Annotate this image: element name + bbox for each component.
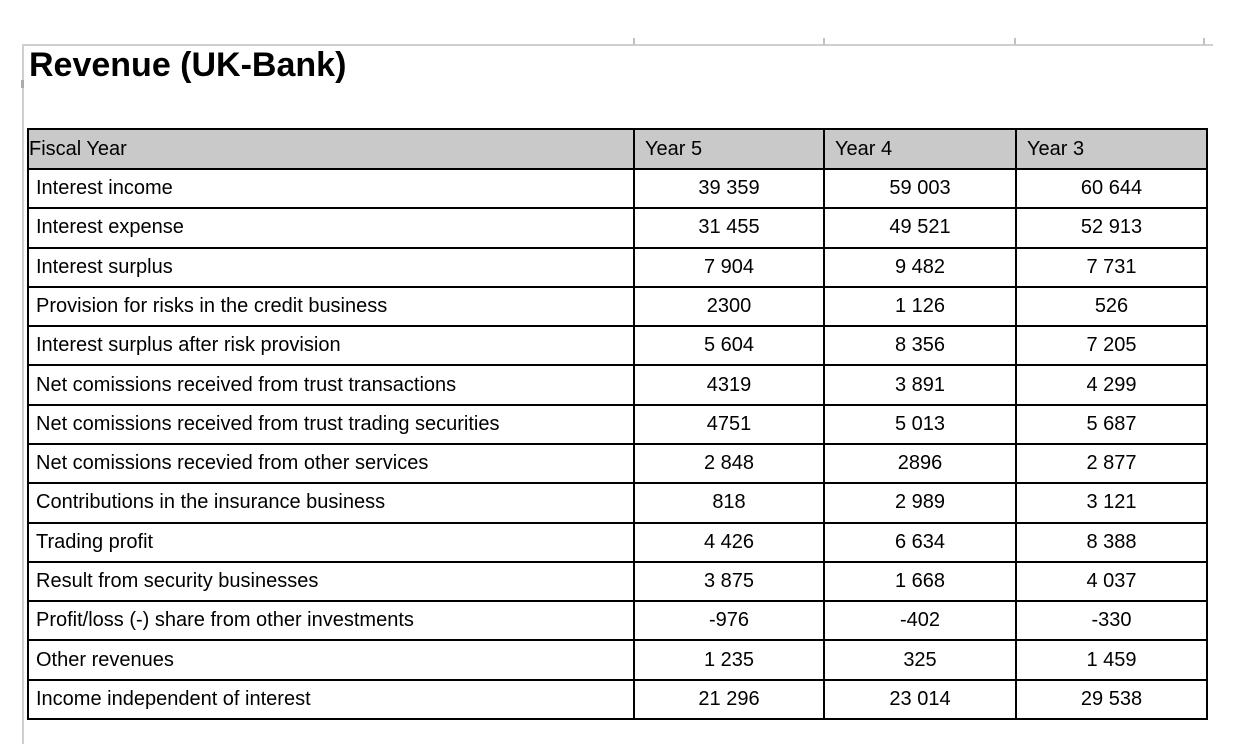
value-cell-year-5[interactable]: 4 426 (633, 521, 825, 563)
value-cell-year-4[interactable]: 59 003 (823, 167, 1017, 210)
row-label-cell[interactable]: Provision for risks in the credit busine… (27, 285, 635, 328)
table-row: Interest surplus after risk provision 5 … (27, 325, 1208, 367)
value-cell-year-3[interactable]: 3 121 (1015, 482, 1208, 524)
value-cell-year-4[interactable]: 9 482 (823, 246, 1017, 288)
value-cell-year-4[interactable]: 2896 (823, 442, 1017, 485)
row-label-cell[interactable]: Income independent of interest (27, 678, 635, 721)
value-cell-year-3[interactable]: 29 538 (1015, 678, 1208, 721)
revenue-table: Fiscal Year Year 5 Year 4 Year 3 Interes… (27, 128, 1208, 721)
value-cell-year-3[interactable]: 60 644 (1015, 167, 1208, 210)
value-cell-year-5[interactable]: 5 604 (633, 325, 825, 367)
value-cell-year-3[interactable]: 2 877 (1015, 442, 1208, 485)
table-row: Interest surplus 7 904 9 482 7 731 (27, 246, 1208, 288)
value-cell-year-3[interactable]: 5 687 (1015, 403, 1208, 445)
column-gridline-stub (633, 38, 635, 45)
value-cell-year-3[interactable]: 4 299 (1015, 364, 1208, 406)
value-cell-year-5[interactable]: 2 848 (633, 442, 825, 485)
table-row: Interest income 39 359 59 003 60 644 (27, 167, 1208, 210)
value-cell-year-3[interactable]: 52 913 (1015, 207, 1208, 249)
row-gridline-stub (21, 80, 24, 88)
row-label-cell[interactable]: Net comissions received from trust trans… (27, 364, 635, 406)
value-cell-year-5[interactable]: 39 359 (633, 167, 825, 210)
value-cell-year-4[interactable]: 3 891 (823, 364, 1017, 406)
value-cell-year-5[interactable]: 3 875 (633, 560, 825, 603)
row-label-cell[interactable]: Profit/loss (-) share from other investm… (27, 600, 635, 642)
value-cell-year-4[interactable]: 23 014 (823, 678, 1017, 721)
row-label-cell[interactable]: Interest income (27, 167, 635, 210)
table-row: Provision for risks in the credit busine… (27, 285, 1208, 328)
header-cell-year-4[interactable]: Year 4 (823, 128, 1017, 170)
row-label-cell[interactable]: Net comissions recevied from other servi… (27, 442, 635, 485)
value-cell-year-3[interactable]: 7 205 (1015, 325, 1208, 367)
value-cell-year-4[interactable]: 2 989 (823, 482, 1017, 524)
table-row: Net comissions recevied from other servi… (27, 442, 1208, 485)
value-cell-year-4[interactable]: -402 (823, 600, 1017, 642)
value-cell-year-5[interactable]: 31 455 (633, 207, 825, 249)
value-cell-year-5[interactable]: 2300 (633, 285, 825, 328)
table-body: Interest income 39 359 59 003 60 644 Int… (27, 167, 1208, 721)
value-cell-year-5[interactable]: 4319 (633, 364, 825, 406)
table-row: Profit/loss (-) share from other investm… (27, 600, 1208, 642)
value-cell-year-4[interactable]: 325 (823, 639, 1017, 681)
value-cell-year-5[interactable]: 818 (633, 482, 825, 524)
value-cell-year-4[interactable]: 6 634 (823, 521, 1017, 563)
header-cell-fiscal-year[interactable]: Fiscal Year (27, 128, 635, 170)
column-gridline-stub (823, 38, 825, 45)
header-cell-year-5[interactable]: Year 5 (633, 128, 825, 170)
value-cell-year-4[interactable]: 1 126 (823, 285, 1017, 328)
value-cell-year-5[interactable]: 4751 (633, 403, 825, 445)
value-cell-year-4[interactable]: 49 521 (823, 207, 1017, 249)
value-cell-year-3[interactable]: 8 388 (1015, 521, 1208, 563)
value-cell-year-4[interactable]: 8 356 (823, 325, 1017, 367)
row-label-cell[interactable]: Interest expense (27, 207, 635, 249)
header-cell-year-3[interactable]: Year 3 (1015, 128, 1208, 170)
value-cell-year-3[interactable]: -330 (1015, 600, 1208, 642)
row-label-cell[interactable]: Trading profit (27, 521, 635, 563)
value-cell-year-4[interactable]: 5 013 (823, 403, 1017, 445)
row-label-cell[interactable]: Net comissions received from trust tradi… (27, 403, 635, 445)
value-cell-year-5[interactable]: -976 (633, 600, 825, 642)
table-row: Other revenues 1 235 325 1 459 (27, 639, 1208, 681)
table-row: Contributions in the insurance business … (27, 482, 1208, 524)
table-row: Interest expense 31 455 49 521 52 913 (27, 207, 1208, 249)
value-cell-year-5[interactable]: 1 235 (633, 639, 825, 681)
row-label-cell[interactable]: Other revenues (27, 639, 635, 681)
row-label-cell[interactable]: Interest surplus after risk provision (27, 325, 635, 367)
value-cell-year-3[interactable]: 526 (1015, 285, 1208, 328)
value-cell-year-5[interactable]: 21 296 (633, 678, 825, 721)
column-gridline-stub (1014, 38, 1016, 45)
value-cell-year-3[interactable]: 1 459 (1015, 639, 1208, 681)
table-row: Net comissions received from trust tradi… (27, 403, 1208, 445)
column-gridline-stub (1203, 38, 1205, 45)
table-row: Income independent of interest 21 296 23… (27, 678, 1208, 721)
row-label-cell[interactable]: Result from security businesses (27, 560, 635, 603)
sheet-gridline-top (22, 44, 1213, 46)
sheet-gridline-left (22, 44, 24, 744)
sheet-title: Revenue (UK-Bank) (29, 46, 347, 84)
row-label-cell[interactable]: Interest surplus (27, 246, 635, 288)
table-row: Net comissions received from trust trans… (27, 364, 1208, 406)
value-cell-year-3[interactable]: 7 731 (1015, 246, 1208, 288)
table-row: Result from security businesses 3 875 1 … (27, 560, 1208, 603)
value-cell-year-4[interactable]: 1 668 (823, 560, 1017, 603)
row-label-cell[interactable]: Contributions in the insurance business (27, 482, 635, 524)
value-cell-year-5[interactable]: 7 904 (633, 246, 825, 288)
value-cell-year-3[interactable]: 4 037 (1015, 560, 1208, 603)
table-row: Trading profit 4 426 6 634 8 388 (27, 521, 1208, 563)
header-row: Fiscal Year Year 5 Year 4 Year 3 (27, 128, 1208, 170)
